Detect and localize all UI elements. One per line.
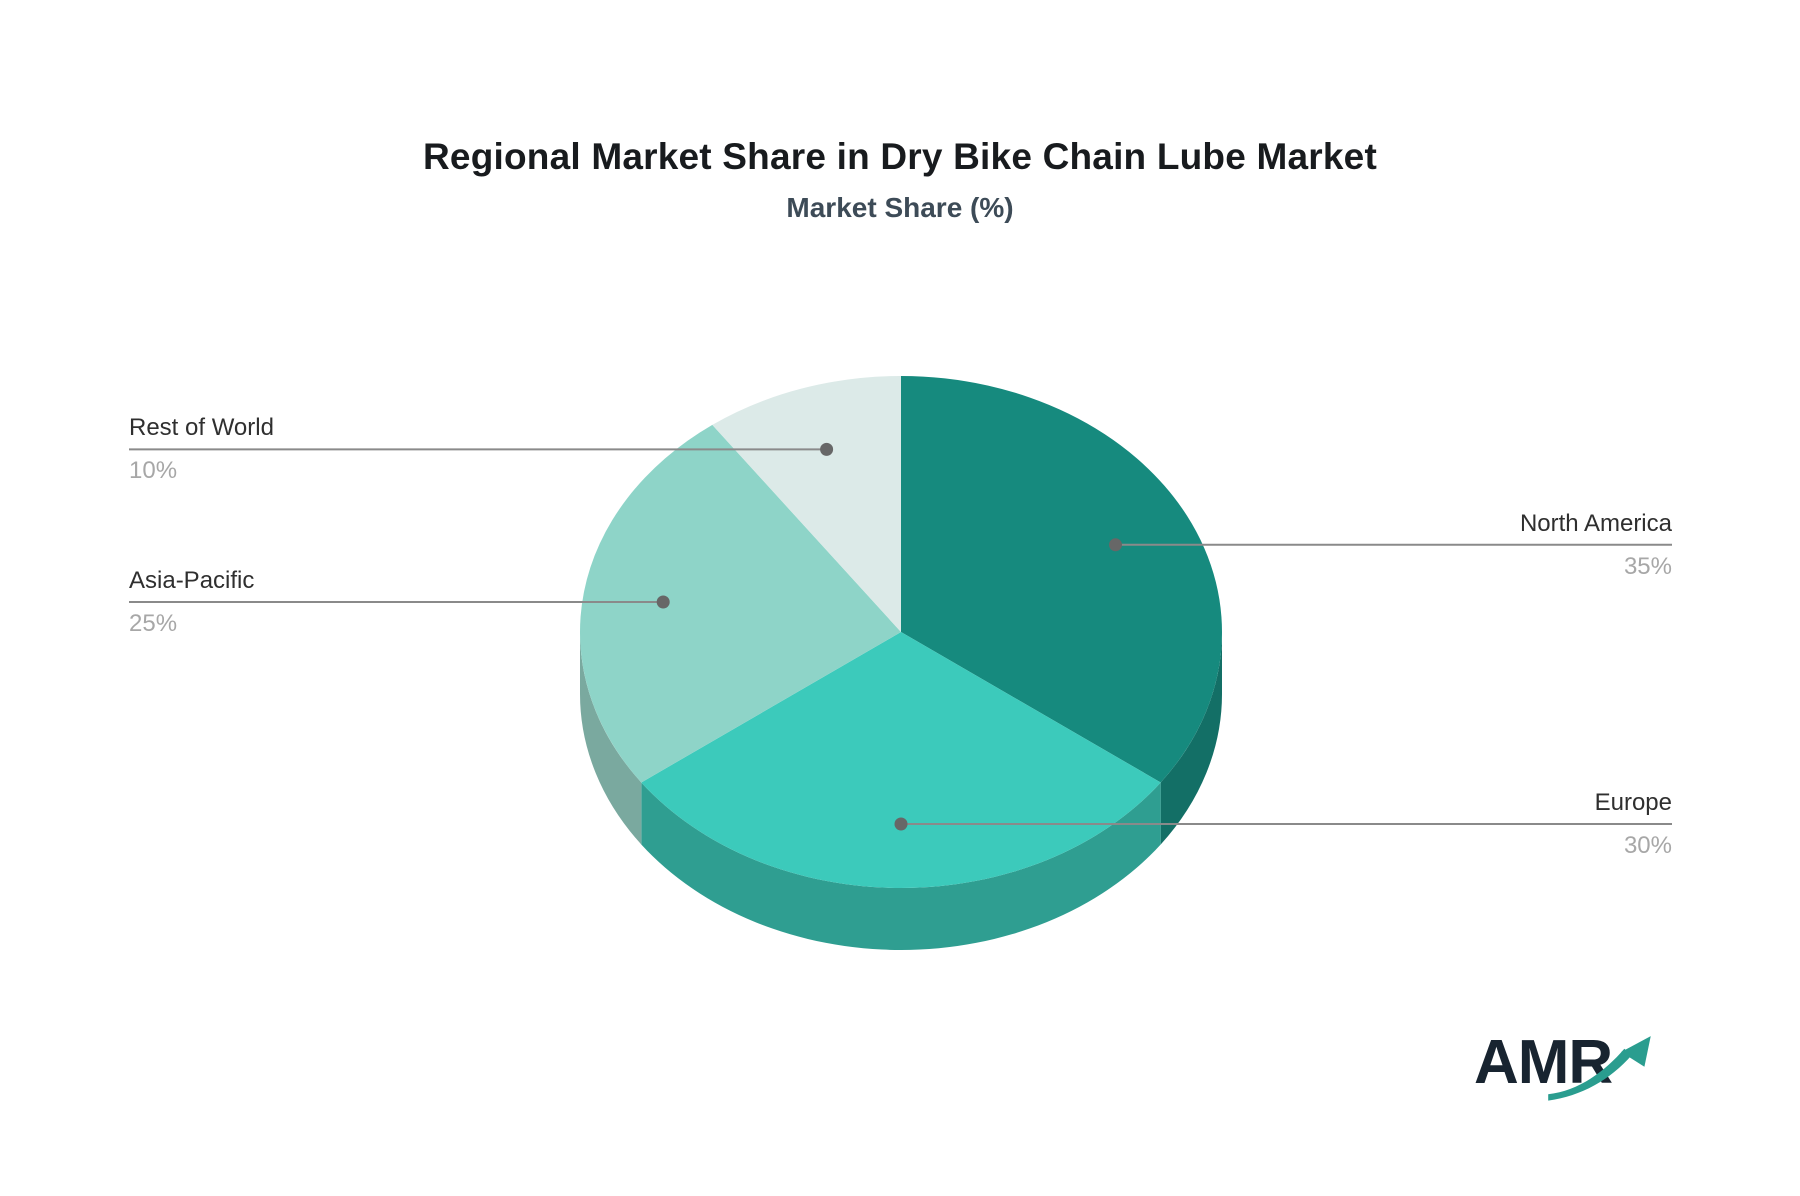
leader-dot-asia-pacific bbox=[656, 595, 670, 609]
leader-dot-europe bbox=[894, 817, 908, 831]
slice-name: Rest of World bbox=[129, 414, 274, 441]
pie-slice-wall-europe bbox=[641, 782, 1161, 950]
amr-logo: AMR bbox=[1474, 1032, 1694, 1112]
growth-arrow-icon bbox=[1548, 1036, 1651, 1101]
slice-value: 25% bbox=[129, 610, 178, 637]
pie-slice-wall-north-america bbox=[1160, 632, 1222, 845]
pie-slice-north-america[interactable] bbox=[901, 376, 1222, 783]
leader-label-rest-of-world: Rest of World 10% bbox=[129, 413, 549, 486]
leader-dot-north-america bbox=[1109, 538, 1122, 552]
leader-label-north-america: North America 35% bbox=[1252, 509, 1672, 582]
slice-value: 10% bbox=[129, 457, 178, 484]
chart-title: Regional Market Share in Dry Bike Chain … bbox=[423, 136, 1377, 177]
slice-value: 30% bbox=[1623, 832, 1672, 859]
slice-name: Asia-Pacific bbox=[129, 567, 255, 594]
pie-slice-asia-pacific[interactable] bbox=[580, 424, 901, 783]
leader-label-asia-pacific: Asia-Pacific 25% bbox=[129, 566, 549, 639]
pie-slice-wall-asia-pacific bbox=[580, 632, 642, 845]
leader-dot-rest-of-world bbox=[820, 442, 834, 456]
slice-name: Europe bbox=[1594, 789, 1672, 816]
slice-name: North America bbox=[1519, 510, 1672, 537]
chart-subtitle: Market Share (%) bbox=[786, 192, 1014, 223]
slice-value: 35% bbox=[1623, 553, 1672, 580]
pie-slice-rest-of-world[interactable] bbox=[712, 376, 901, 632]
leader-label-europe: Europe 30% bbox=[1252, 788, 1672, 861]
